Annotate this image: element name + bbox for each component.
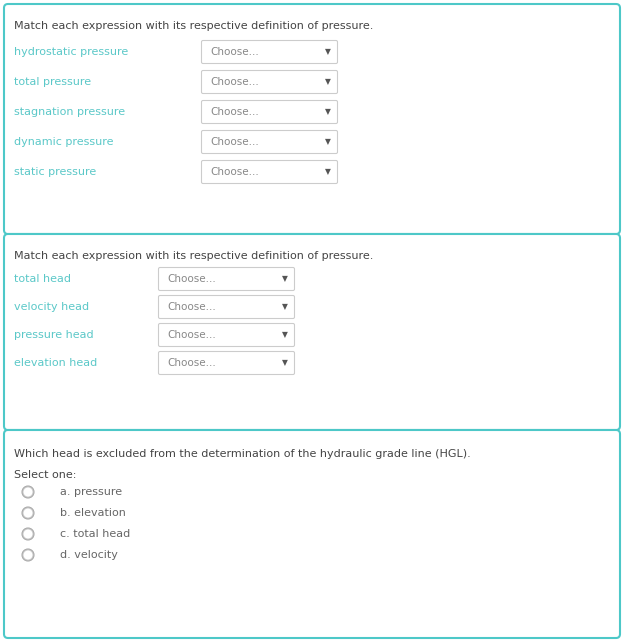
FancyBboxPatch shape [4, 234, 620, 430]
Text: Select one:: Select one: [14, 470, 76, 480]
Text: ▼: ▼ [282, 359, 288, 368]
FancyBboxPatch shape [158, 267, 295, 291]
FancyBboxPatch shape [158, 352, 295, 374]
Text: ▼: ▼ [282, 302, 288, 311]
Circle shape [22, 486, 34, 498]
Text: Choose...: Choose... [210, 167, 259, 177]
Circle shape [24, 509, 32, 518]
Text: pressure head: pressure head [14, 330, 94, 340]
Text: Which head is excluded from the determination of the hydraulic grade line (HGL).: Which head is excluded from the determin… [14, 449, 470, 459]
FancyBboxPatch shape [4, 430, 620, 638]
FancyBboxPatch shape [202, 100, 338, 123]
Text: ▼: ▼ [325, 167, 331, 176]
Text: total head: total head [14, 274, 71, 284]
Text: Choose...: Choose... [167, 330, 216, 340]
Text: ▼: ▼ [325, 48, 331, 57]
Text: Choose...: Choose... [210, 137, 259, 147]
FancyBboxPatch shape [158, 296, 295, 318]
Text: ▼: ▼ [325, 138, 331, 147]
Text: ▼: ▼ [282, 275, 288, 284]
Circle shape [24, 529, 32, 538]
FancyBboxPatch shape [202, 161, 338, 183]
Text: elevation head: elevation head [14, 358, 97, 368]
Text: ▼: ▼ [325, 107, 331, 116]
Circle shape [24, 550, 32, 559]
Circle shape [22, 528, 34, 540]
Text: Choose...: Choose... [167, 358, 216, 368]
Text: b. elevation: b. elevation [60, 508, 126, 518]
Text: Match each expression with its respective definition of pressure.: Match each expression with its respectiv… [14, 251, 373, 261]
Text: Choose...: Choose... [210, 77, 259, 87]
Text: velocity head: velocity head [14, 302, 89, 312]
FancyBboxPatch shape [202, 131, 338, 154]
FancyBboxPatch shape [202, 71, 338, 93]
Circle shape [24, 487, 32, 496]
Text: Choose...: Choose... [167, 302, 216, 312]
Text: dynamic pressure: dynamic pressure [14, 137, 114, 147]
Text: a. pressure: a. pressure [60, 487, 122, 497]
Text: total pressure: total pressure [14, 77, 91, 87]
Text: ▼: ▼ [282, 331, 288, 340]
FancyBboxPatch shape [202, 41, 338, 64]
Text: Match each expression with its respective definition of pressure.: Match each expression with its respectiv… [14, 21, 373, 31]
Circle shape [22, 507, 34, 519]
Text: stagnation pressure: stagnation pressure [14, 107, 125, 117]
Text: Choose...: Choose... [210, 107, 259, 117]
Text: d. velocity: d. velocity [60, 550, 118, 560]
Text: Choose...: Choose... [167, 274, 216, 284]
Text: static pressure: static pressure [14, 167, 96, 177]
Text: ▼: ▼ [325, 78, 331, 87]
FancyBboxPatch shape [158, 323, 295, 347]
FancyBboxPatch shape [4, 4, 620, 234]
Circle shape [22, 549, 34, 561]
Text: Choose...: Choose... [210, 47, 259, 57]
Text: c. total head: c. total head [60, 529, 130, 539]
Text: hydrostatic pressure: hydrostatic pressure [14, 47, 129, 57]
